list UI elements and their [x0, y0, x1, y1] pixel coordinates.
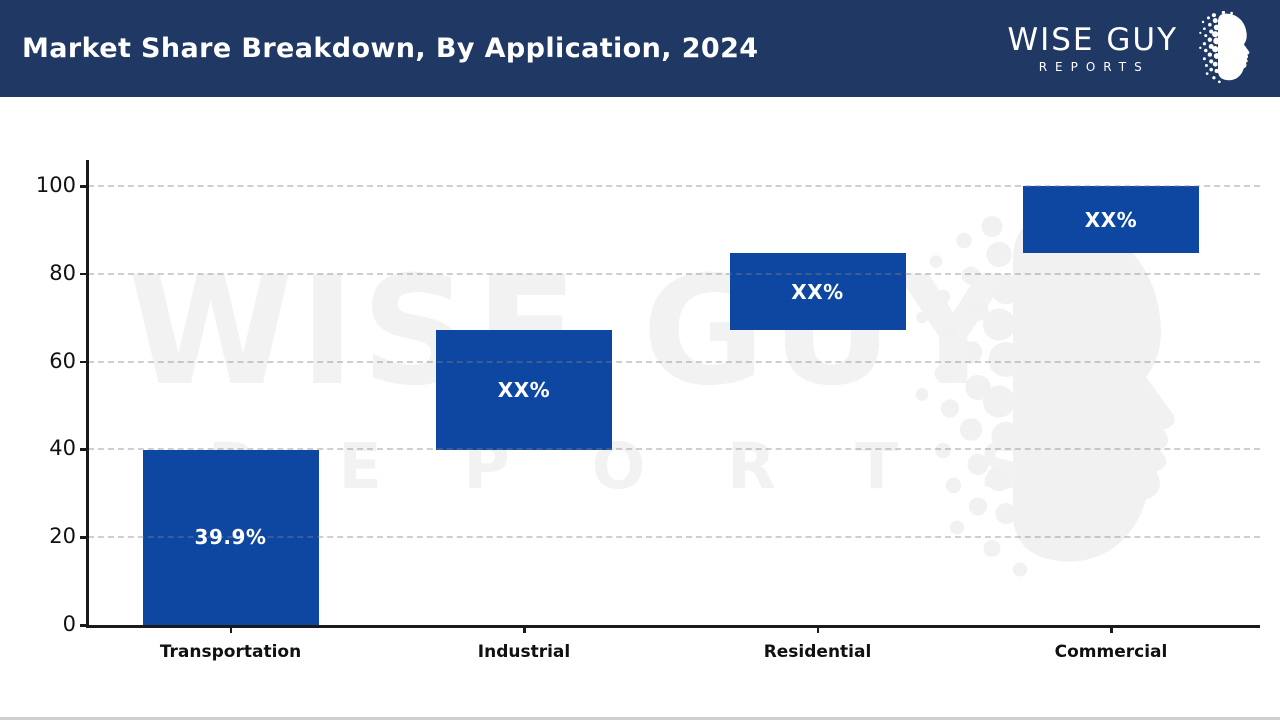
y-axis-line — [86, 160, 89, 627]
y-tick-label: 100 — [35, 173, 76, 197]
x-axis-label: Industrial — [477, 642, 571, 662]
x-tick — [523, 625, 526, 633]
x-axis-line — [86, 625, 1260, 628]
y-tick — [80, 272, 88, 276]
gridline — [88, 360, 1260, 363]
y-tick-label: 20 — [49, 524, 76, 549]
page-title: Market Share Breakdown, By Application, … — [22, 33, 759, 64]
bar-commercial — [1023, 186, 1199, 254]
x-axis-label: Transportation — [159, 642, 302, 662]
bar-residential — [729, 253, 906, 330]
y-tick — [80, 624, 88, 627]
brand-logo: WISE GUY REPORTS — [1007, 11, 1252, 86]
gridline — [88, 536, 1260, 539]
logo-brand-text: WISE GUY — [1007, 21, 1178, 58]
header-banner: Market Share Breakdown, By Application, … — [0, 0, 1280, 97]
x-tick — [1110, 625, 1113, 633]
y-tick — [80, 536, 88, 539]
x-tick — [816, 625, 819, 633]
y-tick-label: 60 — [49, 348, 76, 373]
y-tick-label: 0 — [62, 612, 76, 636]
watermark-sub-text: REPORTS — [208, 430, 1108, 503]
y-tick-label: 40 — [49, 436, 76, 461]
bar-value-label: XX% — [1084, 207, 1138, 232]
bar-value-label: XX% — [791, 279, 844, 304]
x-axis-label: Commercial — [1054, 642, 1168, 662]
bar-transportation — [142, 449, 319, 625]
y-tick-label: 80 — [49, 260, 76, 285]
chart-area: WISE GUY REPORTS 0 20 40 60 80 100 39.9% Transp… — [0, 97, 1280, 717]
plot: 0 20 40 60 80 100 39.9% Transportation XX% Indust… — [0, 97, 1280, 717]
gridline — [88, 185, 1260, 187]
gridline — [88, 272, 1260, 275]
x-tick — [229, 625, 232, 633]
wiseguy-face-icon — [1199, 11, 1250, 84]
logo-sub-text: REPORTS — [1038, 59, 1150, 74]
bar-industrial — [436, 329, 612, 450]
y-tick — [80, 360, 88, 364]
logo-text: WISE GUY REPORTS — [1007, 21, 1178, 74]
bar-value-label: XX% — [497, 377, 551, 402]
gridline — [88, 448, 1260, 451]
x-axis-label: Residential — [763, 642, 872, 662]
y-tick — [80, 185, 88, 188]
y-tick — [80, 448, 88, 451]
bar-value-label: 39.9% — [194, 525, 267, 550]
